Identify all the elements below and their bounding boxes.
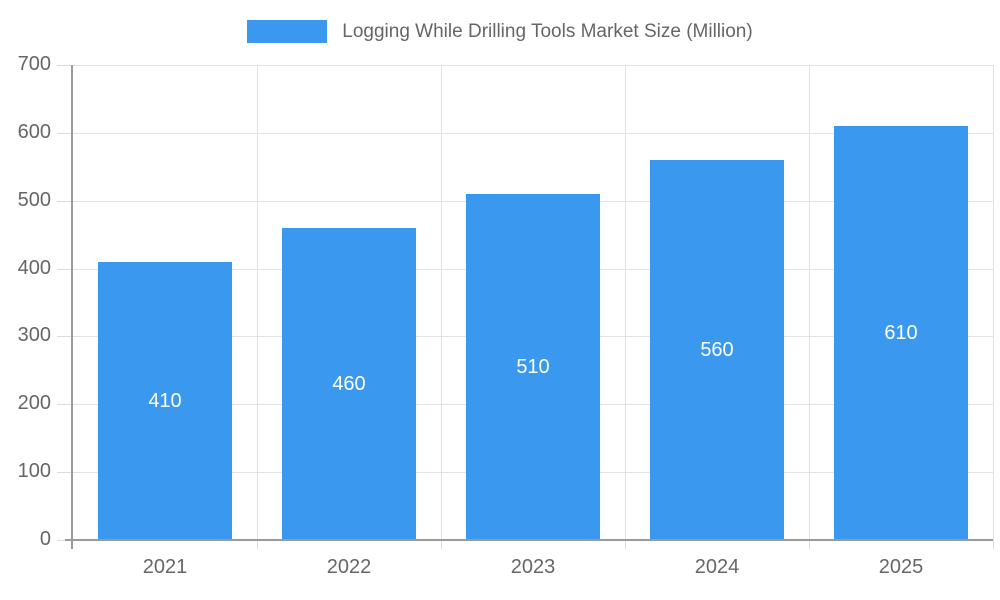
legend-label: Logging While Drilling Tools Market Size… (342, 20, 753, 42)
y-gridline (73, 65, 993, 66)
bar-2023[interactable] (466, 193, 600, 540)
x-gridline (809, 65, 810, 540)
legend-color-swatch (247, 20, 328, 43)
x-axis-tick-label: 2021 (142, 556, 188, 578)
y-tick-mark (57, 132, 71, 134)
legend: Logging While Drilling Tools Market Size… (0, 20, 1000, 43)
bar-value-label: 510 (516, 355, 550, 378)
bar-value-label: 560 (700, 339, 734, 361)
legend-item[interactable]: Logging While Drilling Tools Market Size… (247, 20, 753, 43)
y-tick-mark (57, 268, 71, 270)
plot-area: 0 100 200 300 400 500 600 700 410 2021 460 2022 510 2… (18, 54, 994, 578)
x-gridline (993, 65, 994, 540)
y-tick-mark (57, 404, 71, 406)
bar-value-label: 460 (332, 372, 366, 395)
x-axis-tick-label: 2022 (326, 556, 372, 578)
bar-2021[interactable] (98, 261, 232, 540)
y-axis-line (71, 65, 73, 549)
bar-value-label: 610 (884, 322, 918, 345)
x-tick-mark (257, 540, 258, 549)
y-axis-tick-label: 500 (17, 188, 51, 211)
y-axis-tick-label: 0 (39, 528, 51, 550)
x-gridline (257, 65, 258, 540)
y-axis-tick-label: 700 (17, 53, 51, 75)
y-tick-mark (57, 200, 71, 202)
bar-2024[interactable] (650, 160, 784, 540)
x-axis-tick-label: 2025 (878, 556, 924, 578)
bar-2022[interactable] (282, 227, 416, 540)
y-gridline (73, 132, 993, 134)
x-tick-mark (809, 540, 810, 549)
y-axis-tick-label: 100 (17, 460, 51, 483)
x-gridline (625, 65, 626, 540)
x-tick-mark (441, 540, 442, 549)
y-tick-mark (57, 336, 71, 338)
x-axis-tick-label: 2023 (510, 556, 556, 578)
x-tick-mark (625, 540, 626, 549)
y-axis-tick-label: 300 (17, 324, 51, 347)
x-axis-line (65, 539, 993, 541)
x-gridline (441, 65, 442, 540)
y-tick-mark (57, 65, 71, 66)
x-tick-mark (993, 540, 994, 549)
y-axis-tick-label: 200 (17, 392, 51, 415)
y-tick-mark (57, 540, 71, 541)
bar-2025[interactable] (834, 126, 968, 540)
bar-value-label: 410 (148, 389, 182, 412)
y-tick-mark (57, 472, 71, 474)
x-axis-tick-label: 2024 (694, 556, 740, 578)
y-axis-tick-label: 600 (17, 120, 51, 143)
y-axis-tick-label: 400 (17, 256, 51, 279)
